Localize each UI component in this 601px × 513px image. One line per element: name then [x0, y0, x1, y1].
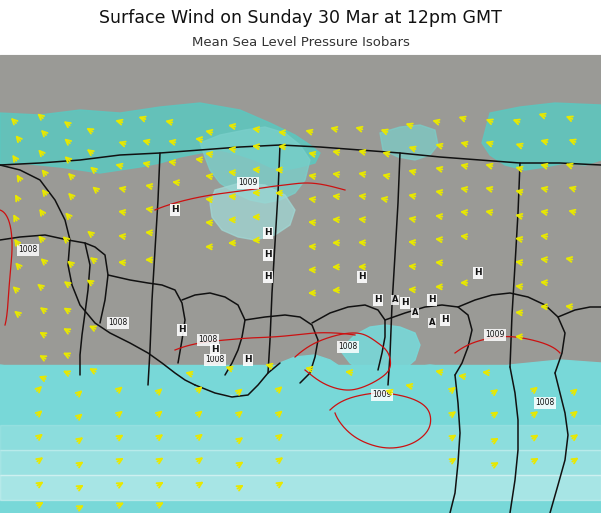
Text: 1009: 1009 [239, 179, 258, 187]
Text: H: H [264, 272, 272, 282]
Text: Surface Wind on Sunday 30 Mar at 12pm GMT: Surface Wind on Sunday 30 Mar at 12pm GM… [99, 9, 502, 27]
Bar [0, 365, 601, 395]
Polygon shape [0, 355, 601, 513]
Bar [0, 450, 601, 475]
Bar [0, 425, 601, 455]
Text: A: A [412, 308, 418, 318]
Polygon shape [200, 127, 310, 203]
Polygon shape [380, 125, 438, 160]
Text: 1008: 1008 [18, 246, 37, 254]
Text: H: H [401, 299, 409, 307]
Text: 1008: 1008 [108, 319, 127, 327]
Bar [0, 475, 601, 500]
Text: H: H [171, 206, 179, 214]
Text: H: H [211, 345, 219, 354]
Text: Mean Sea Level Pressure Isobars: Mean Sea Level Pressure Isobars [192, 36, 409, 49]
Bar [0, 455, 601, 513]
Text: A: A [429, 319, 435, 327]
Text: H: H [358, 272, 366, 282]
Text: 1008: 1008 [206, 356, 225, 365]
Text: 1008: 1008 [198, 336, 218, 345]
Text: 1009: 1009 [486, 330, 505, 340]
Text: H: H [428, 295, 436, 305]
Text: H: H [264, 228, 272, 238]
Polygon shape [482, 103, 601, 170]
Text: A: A [392, 295, 398, 305]
Text: H: H [441, 315, 449, 325]
Polygon shape [340, 325, 420, 377]
Text: 1008: 1008 [338, 343, 358, 351]
Text: H: H [264, 250, 272, 260]
Text: H: H [374, 295, 382, 305]
Text: H: H [178, 326, 186, 334]
Bar [0, 395, 601, 425]
Polygon shape [0, 103, 320, 173]
Text: H: H [244, 356, 252, 365]
Polygon shape [210, 183, 295, 240]
Text: 1009: 1009 [372, 390, 392, 400]
Bar [0, 425, 601, 450]
Text: H: H [474, 268, 482, 278]
Text: 1008: 1008 [535, 399, 555, 407]
